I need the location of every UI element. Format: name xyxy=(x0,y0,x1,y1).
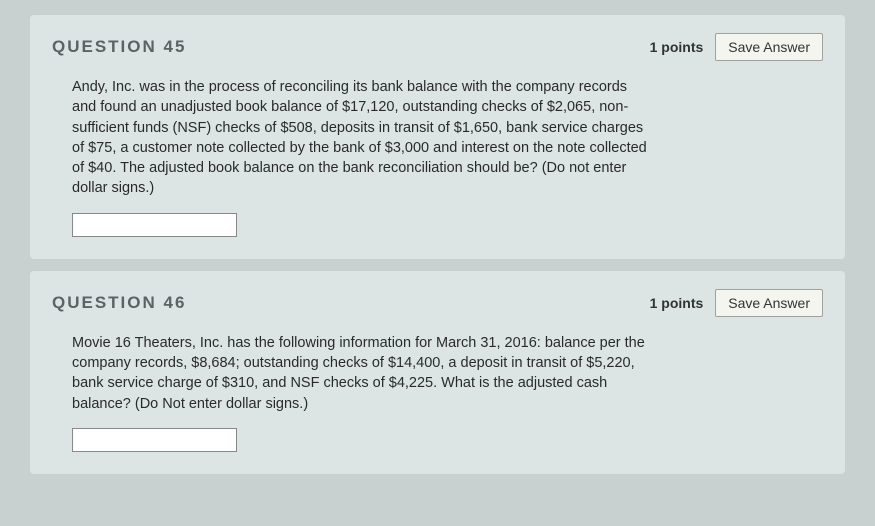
save-answer-button[interactable]: Save Answer xyxy=(715,289,823,317)
question-body: Movie 16 Theaters, Inc. has the followin… xyxy=(52,333,823,452)
question-block-46: QUESTION 46 1 points Save Answer Movie 1… xyxy=(30,271,845,474)
points-label: 1 points xyxy=(650,295,704,311)
question-header: QUESTION 46 1 points Save Answer xyxy=(52,289,823,317)
question-block-45: QUESTION 45 1 points Save Answer Andy, I… xyxy=(30,15,845,259)
question-header: QUESTION 45 1 points Save Answer xyxy=(52,33,823,61)
header-right: 1 points Save Answer xyxy=(650,33,823,61)
header-right: 1 points Save Answer xyxy=(650,289,823,317)
answer-input[interactable] xyxy=(72,428,237,452)
question-text: Andy, Inc. was in the process of reconci… xyxy=(72,77,652,199)
save-answer-button[interactable]: Save Answer xyxy=(715,33,823,61)
question-text: Movie 16 Theaters, Inc. has the followin… xyxy=(72,333,652,414)
points-label: 1 points xyxy=(650,39,704,55)
question-title: QUESTION 46 xyxy=(52,293,186,313)
question-title: QUESTION 45 xyxy=(52,37,186,57)
answer-input[interactable] xyxy=(72,213,237,237)
question-body: Andy, Inc. was in the process of reconci… xyxy=(52,77,823,237)
